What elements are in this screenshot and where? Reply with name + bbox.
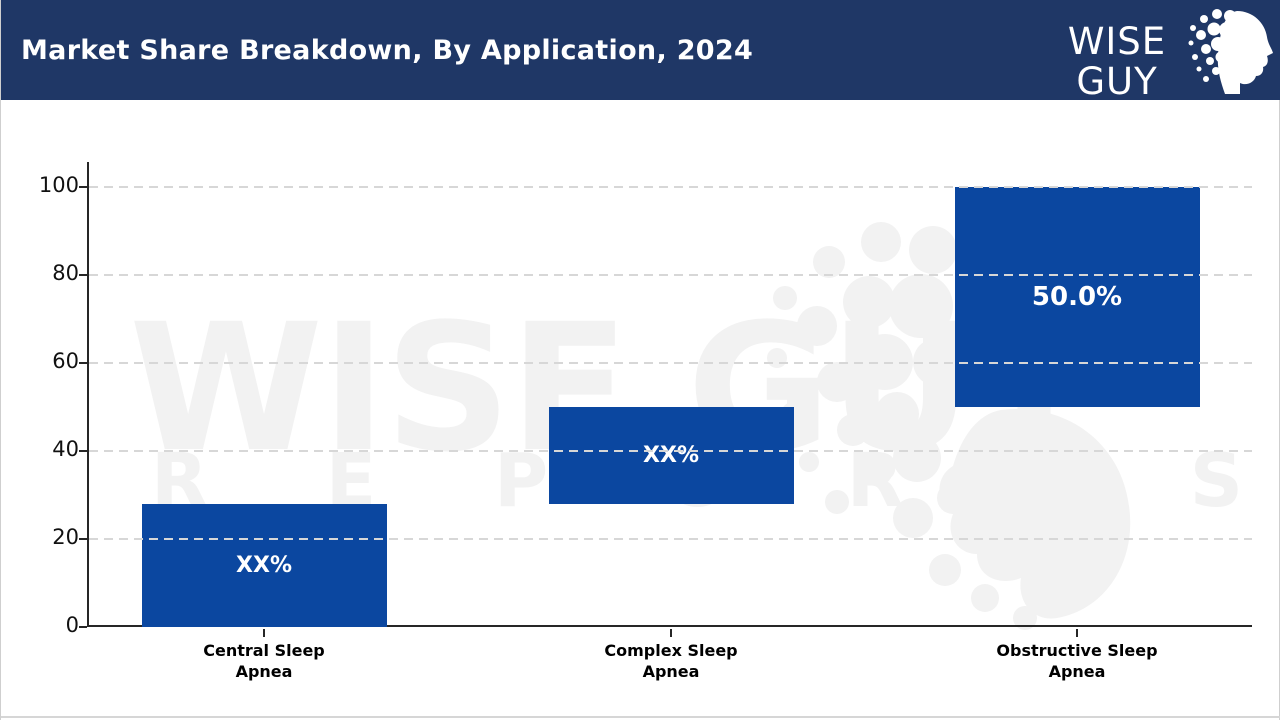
y-axis-tick-mark (79, 538, 87, 540)
bar-segment: XX% (548, 407, 794, 504)
y-axis-tick-label: 40 (52, 437, 79, 461)
header-bar: Market Share Breakdown, By Application, … (1, 0, 1280, 121)
logo-face-icon (1188, 9, 1273, 94)
bar-value-label: XX% (643, 442, 699, 468)
bar-segment: 50.0% (954, 187, 1200, 407)
y-axis-tick-mark (79, 186, 87, 188)
x-axis-tick-mark (670, 629, 672, 637)
x-axis-category-label: Obstructive Sleep Apnea (996, 641, 1158, 681)
y-axis-tick-mark (79, 450, 87, 452)
x-axis-tick-mark (1076, 629, 1078, 637)
x-axis-category-label: Central Sleep Apnea (203, 641, 325, 681)
wiseguy-logo: WISE GUY REPORTS (1023, 6, 1273, 121)
gridline (89, 450, 1252, 452)
gridline (89, 274, 1252, 276)
plot-frame: XX% XX% 50.0% (87, 162, 1252, 627)
bottom-divider (1, 716, 1280, 718)
x-axis-tick-mark (263, 629, 265, 637)
gridline (89, 186, 1252, 188)
gridline (89, 362, 1252, 364)
gridline (89, 538, 1252, 540)
chart-title: Market Share Breakdown, By Application, … (21, 34, 754, 66)
watermark: WISE GUY R E P O R T S (1, 100, 1280, 716)
y-axis-tick-label: 80 (52, 261, 79, 285)
logo-text: WISE GUY REPORTS (1023, 22, 1211, 122)
chart-area: WISE GUY R E P O R T S XX% XX% 50.0% 0 20 40… (1, 100, 1280, 720)
logo-subtitle: REPORTS (1056, 105, 1184, 121)
y-axis-tick-mark (79, 274, 87, 276)
bar-segment: XX% (141, 503, 387, 627)
y-axis-tick-label: 100 (38, 173, 79, 197)
logo-wordmark: WISE GUY (1067, 20, 1167, 103)
x-axis-category-label: Complex Sleep Apnea (604, 641, 738, 681)
bar-value-label: XX% (236, 552, 292, 578)
y-axis-tick-label: 60 (52, 349, 79, 373)
bar-value-label: 50.0% (1031, 282, 1123, 312)
y-axis-tick-mark (79, 626, 87, 628)
y-axis-tick-label: 20 (52, 525, 79, 549)
y-axis-tick-label: 0 (65, 613, 79, 637)
y-axis-tick-mark (79, 362, 87, 364)
